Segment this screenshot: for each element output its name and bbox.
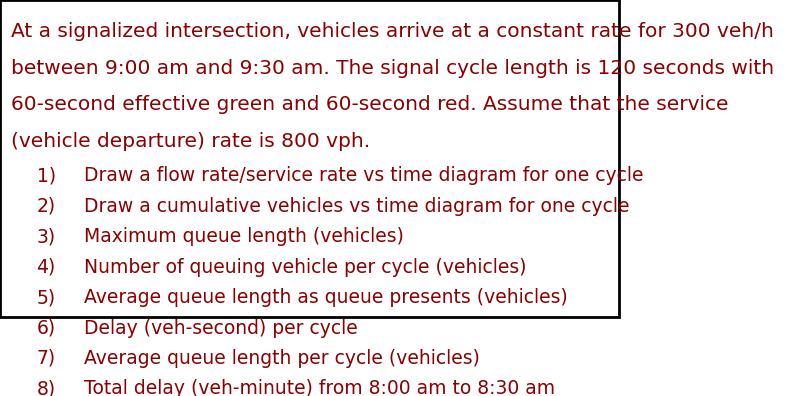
- Text: Total delay (veh-minute) from 8:00 am to 8:30 am: Total delay (veh-minute) from 8:00 am to…: [84, 379, 555, 396]
- Text: Delay (veh-second) per cycle: Delay (veh-second) per cycle: [84, 318, 357, 337]
- Text: Average queue length as queue presents (vehicles): Average queue length as queue presents (…: [84, 288, 568, 307]
- Text: At a signalized intersection, vehicles arrive at a constant rate for 300 veh/h: At a signalized intersection, vehicles a…: [11, 22, 774, 41]
- Text: 7): 7): [37, 349, 56, 368]
- Text: (vehicle departure) rate is 800 vph.: (vehicle departure) rate is 800 vph.: [11, 131, 371, 150]
- Text: 1): 1): [37, 166, 56, 185]
- Text: 5): 5): [37, 288, 56, 307]
- Text: Number of queuing vehicle per cycle (vehicles): Number of queuing vehicle per cycle (veh…: [84, 258, 526, 277]
- Text: between 9:00 am and 9:30 am. The signal cycle length is 120 seconds with: between 9:00 am and 9:30 am. The signal …: [11, 59, 774, 78]
- Text: Draw a flow rate/service rate vs time diagram for one cycle: Draw a flow rate/service rate vs time di…: [84, 166, 643, 185]
- Text: 6): 6): [37, 318, 56, 337]
- Text: Average queue length per cycle (vehicles): Average queue length per cycle (vehicles…: [84, 349, 480, 368]
- Text: 60-second effective green and 60-second red. Assume that the service: 60-second effective green and 60-second …: [11, 95, 728, 114]
- Text: 3): 3): [37, 227, 56, 246]
- Text: 2): 2): [37, 197, 56, 216]
- Text: 8): 8): [37, 379, 56, 396]
- Text: Draw a cumulative vehicles vs time diagram for one cycle: Draw a cumulative vehicles vs time diagr…: [84, 197, 629, 216]
- Text: Maximum queue length (vehicles): Maximum queue length (vehicles): [84, 227, 403, 246]
- Text: 4): 4): [36, 258, 56, 277]
